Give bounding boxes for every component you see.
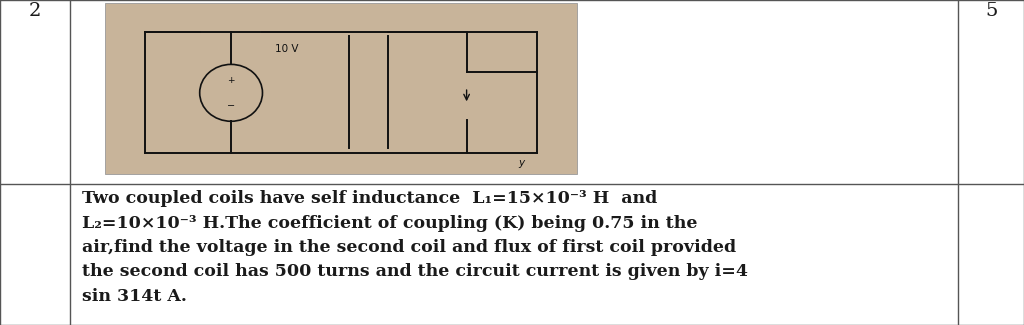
Ellipse shape <box>200 64 262 121</box>
Text: +: + <box>227 75 234 84</box>
Text: 10 V: 10 V <box>275 44 299 54</box>
Text: air,find the voltage in the second coil and flux of first coil provided: air,find the voltage in the second coil … <box>82 239 736 256</box>
Text: y: y <box>518 158 524 167</box>
Text: 5: 5 <box>985 2 997 20</box>
Text: the second coil has 500 turns and the circuit current is given by i=4: the second coil has 500 turns and the ci… <box>82 263 748 280</box>
FancyBboxPatch shape <box>105 3 577 174</box>
Text: Two coupled coils have self inductance  L₁=15×10⁻³ H  and: Two coupled coils have self inductance L… <box>82 190 657 207</box>
Text: sin 314t A.: sin 314t A. <box>82 288 186 305</box>
Text: −: − <box>227 101 236 111</box>
Text: L₂=10×10⁻³ H.The coefficient of coupling (K) being 0.75 in the: L₂=10×10⁻³ H.The coefficient of coupling… <box>82 214 697 231</box>
Text: 2: 2 <box>29 2 41 20</box>
